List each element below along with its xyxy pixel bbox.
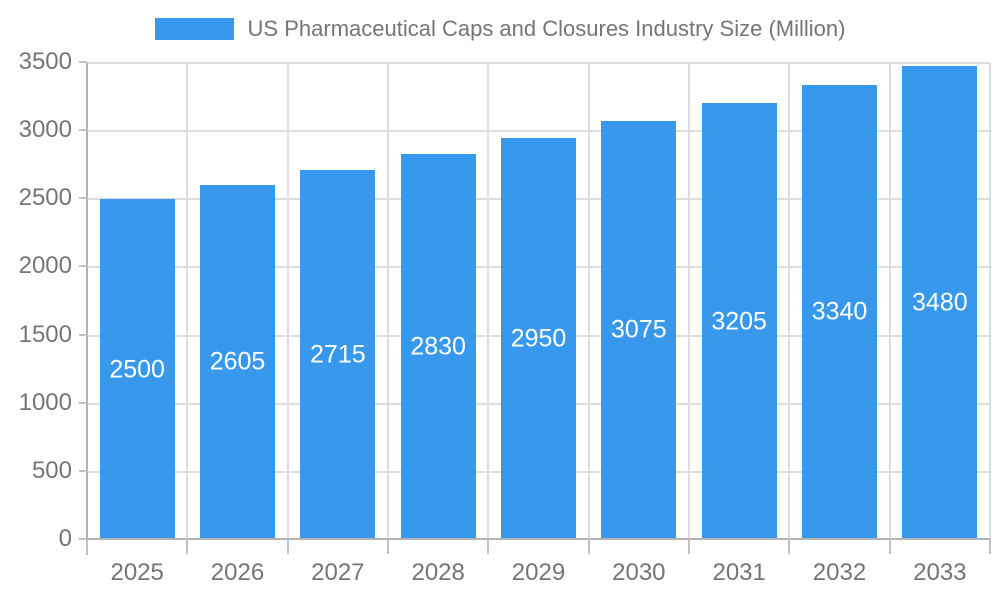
bar-value-label: 2715: [310, 340, 366, 369]
legend[interactable]: US Pharmaceutical Caps and Closures Indu…: [0, 16, 1000, 42]
bar-value-label: 3075: [611, 315, 667, 344]
x-tick-label: 2030: [612, 559, 666, 586]
v-gridline: [888, 63, 891, 540]
bar[interactable]: [501, 137, 576, 540]
bar-value-label: 3480: [912, 288, 968, 317]
bar[interactable]: [701, 103, 777, 540]
v-gridline: [587, 63, 590, 540]
y-tick-label: 3500: [18, 48, 72, 75]
y-tick: [79, 469, 87, 472]
bar-value-label: 2830: [410, 332, 466, 361]
x-tick: [186, 539, 189, 554]
bar-value-label: 3340: [811, 297, 868, 326]
bar[interactable]: [601, 120, 677, 540]
x-tick-label: 2032: [812, 559, 867, 586]
bar-value-label: 2500: [109, 355, 165, 384]
y-tick-label: 3000: [18, 116, 72, 144]
y-tick-label: 1500: [18, 320, 72, 348]
plot-area: 2500 2605 2715 2830 2950 3075 3205 3340 3480: [79, 61, 991, 555]
bar-value-label: 3205: [711, 307, 767, 336]
y-axis-labels: 0 500 1000 1500 2000 2500 3000 3500: [0, 48, 72, 552]
x-tick-label: 2031: [712, 559, 766, 586]
x-tick: [788, 539, 791, 554]
y-tick-label: 500: [31, 456, 72, 484]
v-gridline: [286, 63, 289, 540]
y-tick-label: 2000: [18, 252, 72, 280]
y-axis-line: [86, 63, 88, 555]
v-gridline: [688, 63, 690, 540]
y-tick: [79, 197, 87, 200]
x-tick: [387, 539, 389, 554]
x-tick-label: 2027: [311, 559, 365, 586]
x-tick: [688, 539, 690, 554]
x-tick: [487, 539, 490, 554]
h-gridline: [87, 130, 990, 133]
legend-label: US Pharmaceutical Caps and Closures Indu…: [247, 16, 846, 41]
x-tick-label: 2025: [110, 559, 164, 586]
legend-swatch-icon: [154, 18, 234, 40]
y-tick-label: 0: [58, 525, 72, 552]
y-tick-label: 2500: [18, 184, 72, 212]
v-gridline: [186, 63, 189, 540]
y-tick: [79, 61, 87, 63]
bar[interactable]: [300, 169, 376, 540]
x-tick: [989, 539, 991, 554]
x-axis-labels: 2025 2026 2027 2028 2029 2030 2031 2032 2033: [87, 559, 990, 589]
h-gridline: [87, 62, 990, 64]
y-tick: [79, 538, 87, 540]
v-gridline: [487, 63, 490, 540]
bar[interactable]: [200, 184, 275, 540]
x-tick-label: 2029: [511, 559, 566, 586]
v-gridline: [989, 63, 991, 540]
y-tick: [79, 333, 87, 336]
x-tick-label: 2033: [913, 559, 967, 586]
v-gridline: [788, 63, 791, 540]
y-tick: [79, 401, 87, 404]
bar-value-label: 2605: [209, 347, 266, 376]
x-tick: [286, 539, 289, 554]
bar[interactable]: [99, 199, 175, 540]
x-axis-line: [79, 538, 990, 540]
bar-value-label: 2950: [510, 324, 567, 353]
x-tick: [86, 539, 88, 554]
bar[interactable]: [802, 84, 877, 540]
y-tick: [79, 265, 87, 268]
x-tick: [587, 539, 590, 554]
x-tick-label: 2026: [210, 559, 265, 586]
bar[interactable]: [902, 65, 978, 540]
x-tick: [888, 539, 891, 554]
x-tick-label: 2028: [411, 559, 465, 586]
bar[interactable]: [400, 154, 476, 540]
v-gridline: [387, 63, 389, 540]
y-tick: [79, 129, 87, 132]
y-tick-label: 1000: [18, 388, 72, 416]
